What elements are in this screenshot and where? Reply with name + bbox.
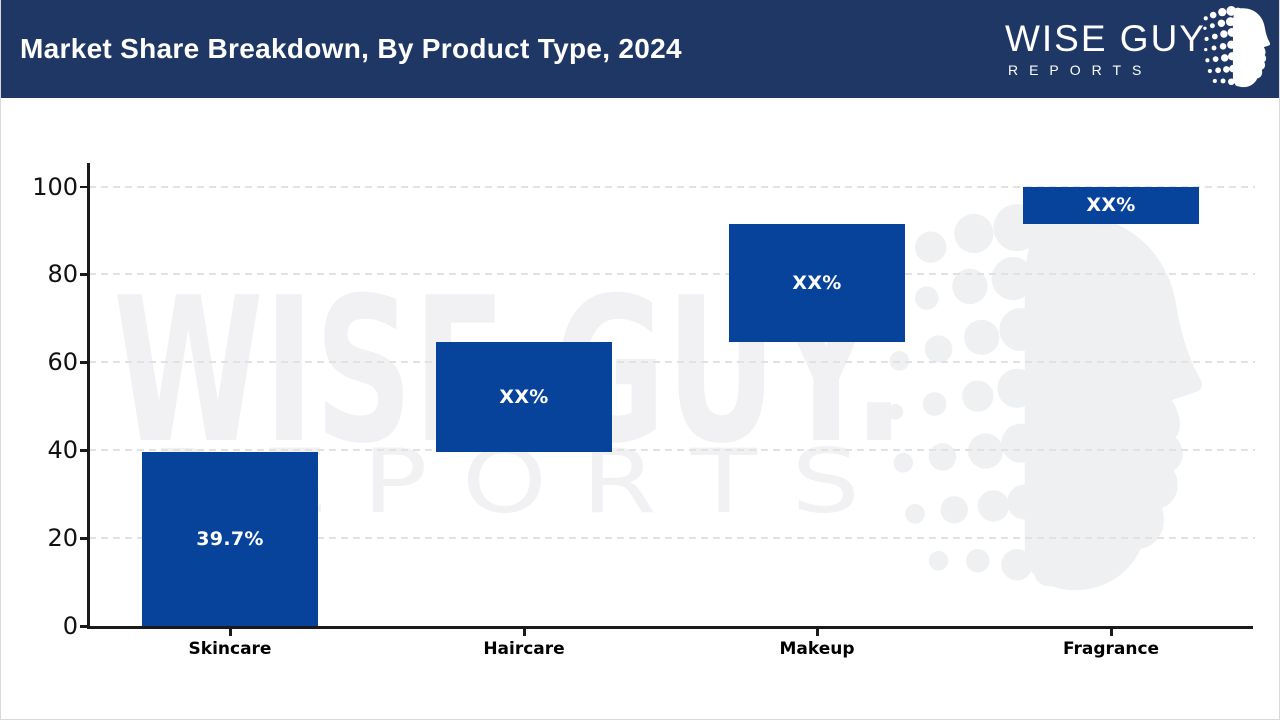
bar-value-label: XX% (1086, 194, 1136, 217)
y-tick-label: 100 (32, 172, 78, 201)
y-tick-label: 80 (47, 260, 78, 289)
y-tick-label: 60 (47, 348, 78, 377)
logo-head-icon (1203, 6, 1270, 88)
bar-skincare: 39.7% (142, 451, 318, 626)
wiseguy-logo: WISE GUY REPORTS (1005, 6, 1270, 90)
y-gridline (89, 361, 1255, 364)
x-tick-mark (523, 628, 526, 636)
y-gridline (89, 185, 1255, 188)
bar-value-label: XX% (792, 271, 842, 294)
y-gridline (89, 273, 1255, 276)
y-tick-mark (80, 273, 87, 276)
logo-subtitle: REPORTS (1007, 61, 1153, 78)
y-tick-mark (80, 449, 87, 452)
logo-wordmark: WISE GUY (1004, 17, 1206, 59)
bar-value-label: 39.7% (196, 527, 264, 550)
y-axis-line (87, 163, 90, 627)
category-label-skincare: Skincare (188, 639, 272, 659)
y-tick-mark (80, 185, 87, 189)
page-title: Market Share Breakdown, By Product Type,… (20, 33, 682, 64)
x-axis-line (87, 626, 1253, 629)
header-bar: Market Share Breakdown, By Product Type,… (0, 0, 1280, 98)
y-tick-mark (80, 625, 87, 628)
bar-haircare: XX% (436, 341, 612, 452)
y-tick-label: 20 (47, 524, 78, 553)
y-gridline (89, 537, 1255, 540)
category-label-haircare: Haircare (483, 639, 565, 659)
y-tick-mark (80, 361, 87, 364)
category-label-makeup: Makeup (779, 639, 855, 659)
x-tick-mark (816, 628, 819, 636)
y-tick-label: 0 (62, 612, 78, 640)
y-tick-mark (80, 537, 87, 540)
bar-value-label: XX% (499, 385, 549, 408)
category-label-fragrance: Fragrance (1062, 639, 1160, 659)
y-gridline (89, 449, 1255, 452)
x-tick-mark (1110, 628, 1113, 636)
bar-fragrance: XX% (1023, 186, 1199, 224)
y-tick-label: 40 (47, 436, 78, 465)
bar-makeup: XX% (729, 223, 905, 342)
x-tick-mark (229, 628, 232, 636)
